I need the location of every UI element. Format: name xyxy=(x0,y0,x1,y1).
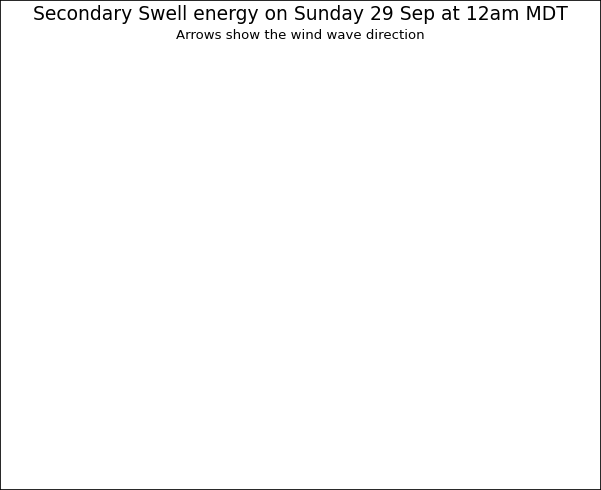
Text: cartopy not available: cartopy not available xyxy=(227,261,374,274)
Text: Secondary Swell energy on Sunday 29 Sep at 12am MDT: Secondary Swell energy on Sunday 29 Sep … xyxy=(33,5,568,24)
Text: Arrows show the wind wave direction: Arrows show the wind wave direction xyxy=(176,28,425,42)
